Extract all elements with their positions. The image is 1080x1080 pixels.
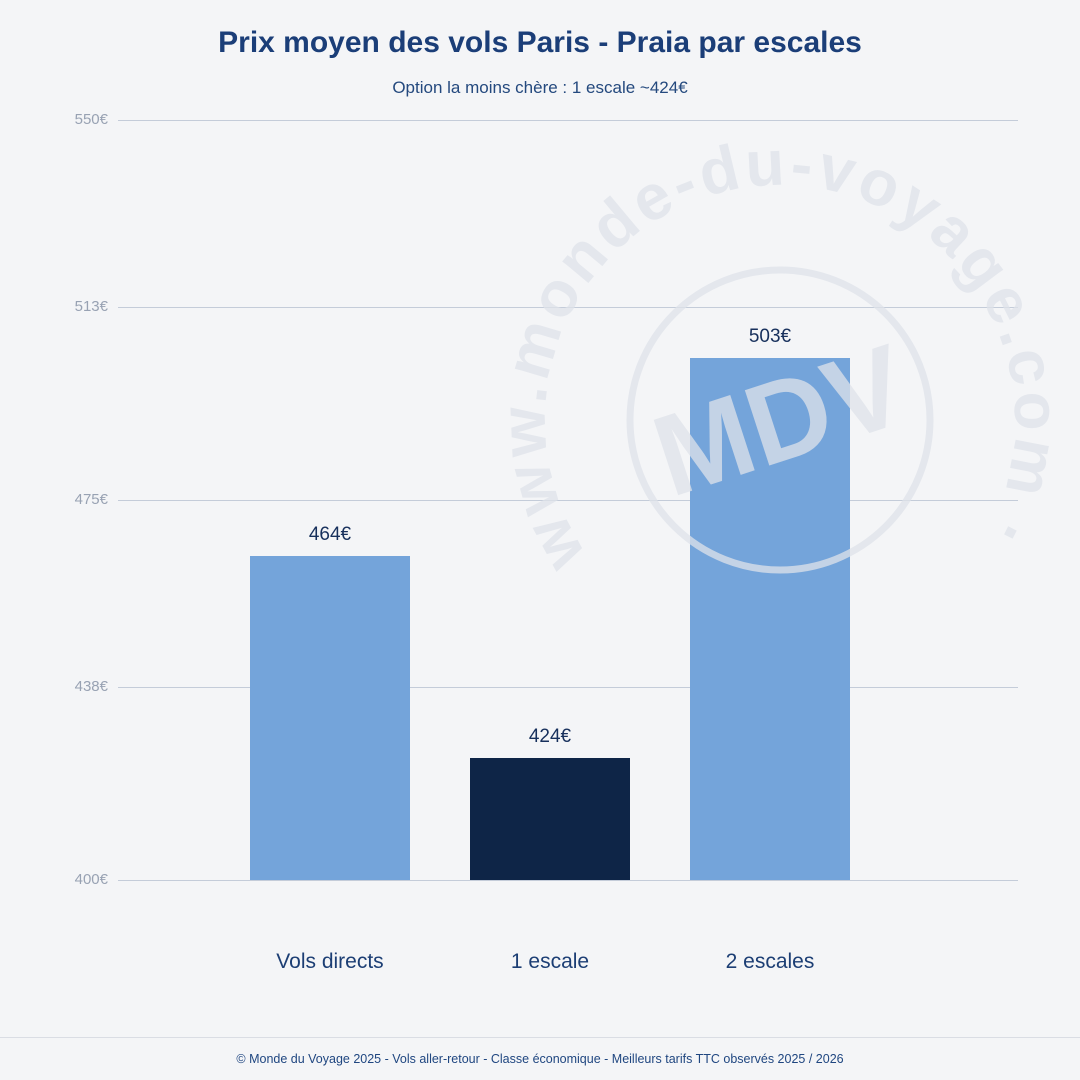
footer: © Monde du Voyage 2025 - Vols aller-reto… — [0, 1037, 1080, 1080]
footer-text: © Monde du Voyage 2025 - Vols aller-reto… — [236, 1052, 844, 1066]
gridline-550 — [118, 120, 1018, 121]
x-axis-label-vols-directs: Vols directs — [276, 950, 384, 973]
y-axis-tick-label: 513€ — [74, 298, 108, 316]
bar-value-label-1-escale: 424€ — [528, 726, 572, 748]
y-axis-tick-label: 438€ — [74, 678, 108, 696]
x-axis-label-2-escales: 2 escales — [725, 950, 815, 973]
y-axis-tick-label: 475€ — [74, 491, 108, 508]
x-axis-label-1-escale: 1 escale — [510, 950, 590, 973]
y-axis-tick-label: 400€ — [74, 871, 108, 888]
gridline-475 — [118, 500, 1018, 501]
bar-vols-directs — [250, 555, 410, 880]
gridline-438 — [118, 687, 1018, 689]
bar-value-label-vols-directs: 464€ — [308, 523, 352, 545]
gridline-400 — [118, 880, 1018, 881]
gridline-513 — [118, 307, 1018, 309]
y-axis-tick-label: 550€ — [74, 111, 108, 128]
bar-value-label-2-escales: 503€ — [748, 326, 792, 348]
bar-2-escales — [690, 358, 850, 880]
chart-subtitle: Option la moins chère : 1 escale ~424€ — [392, 78, 688, 97]
chart-title: Prix moyen des vols Paris - Praia par es… — [218, 26, 862, 59]
bar-1-escale — [470, 758, 630, 880]
